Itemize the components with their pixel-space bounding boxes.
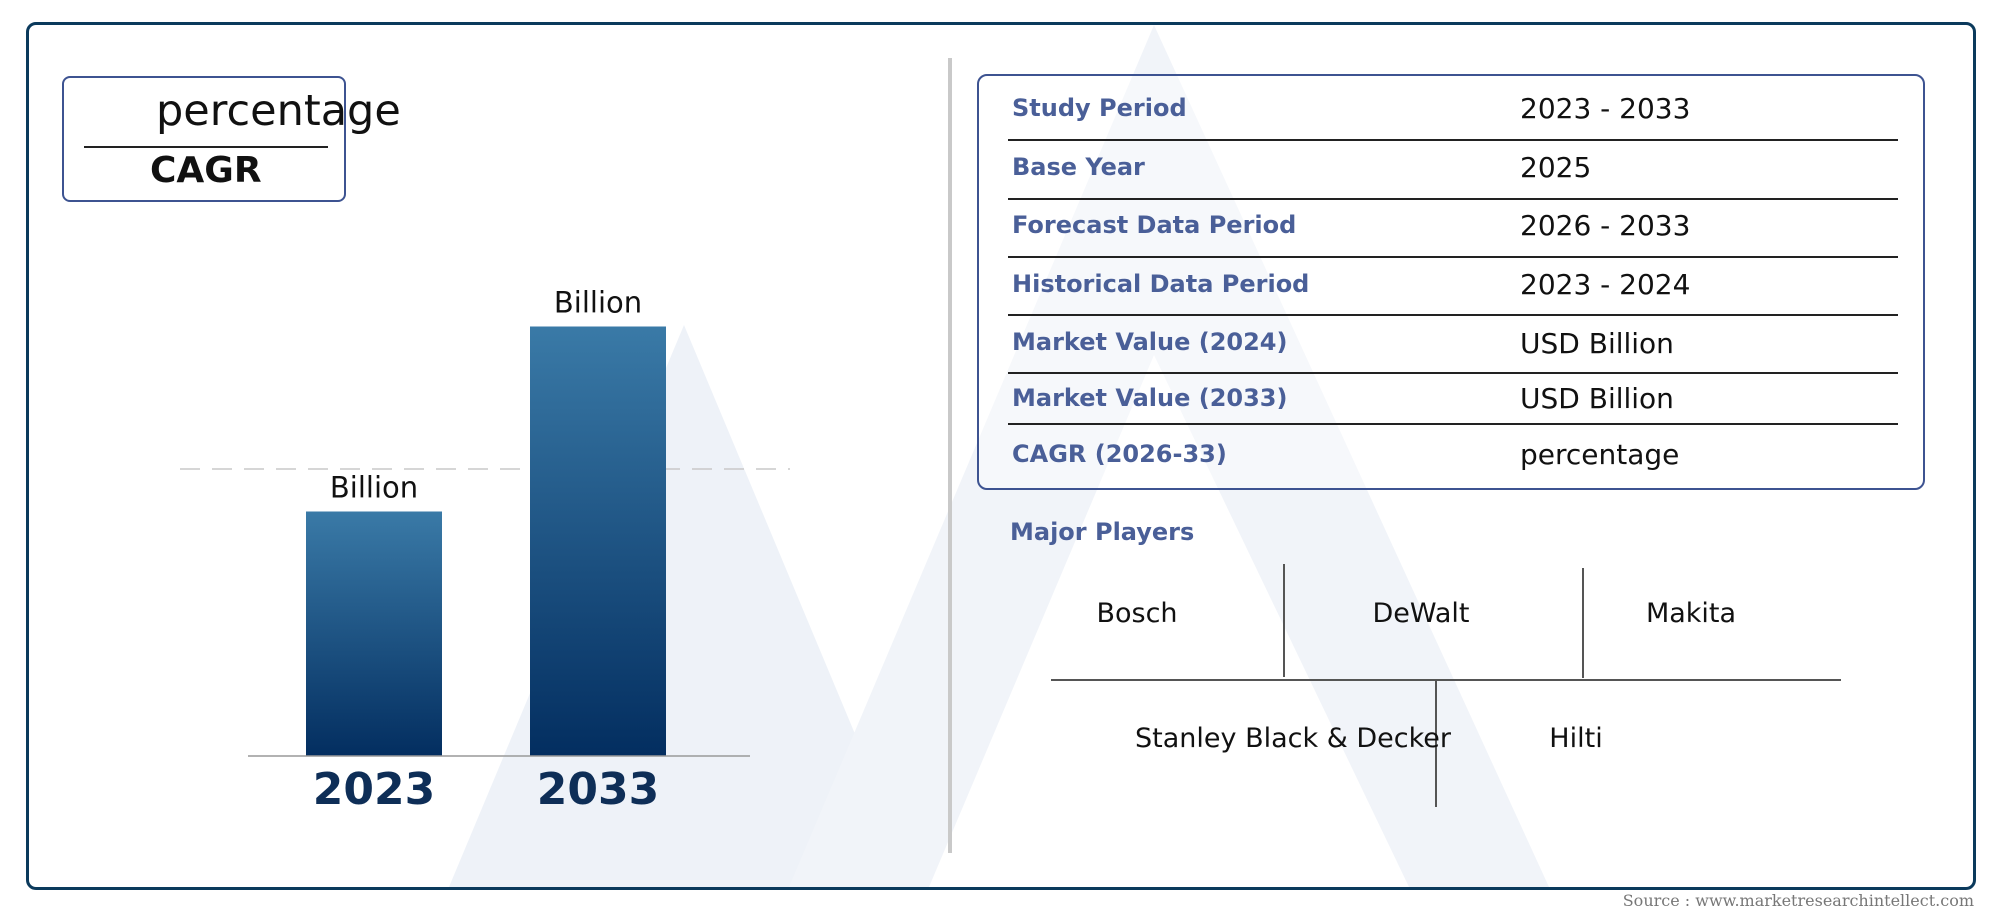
player-dewalt: DeWalt — [1372, 598, 1470, 629]
player-hilti: Hilti — [1549, 723, 1603, 754]
info-label: Market Value (2033) — [1012, 384, 1288, 412]
player-bosch: Bosch — [1096, 598, 1178, 629]
info-value: 2025 — [1520, 151, 1592, 184]
category-label: 2033 — [537, 764, 659, 815]
bar-2033 — [530, 326, 666, 756]
info-row-divider — [1008, 139, 1898, 141]
info-row-divider — [1008, 314, 1898, 316]
info-label: Market Value (2024) — [1012, 328, 1288, 356]
info-label: Historical Data Period — [1012, 270, 1310, 298]
major-players-title: Major Players — [1010, 518, 1195, 546]
players-divider — [1435, 681, 1437, 807]
info-value: USD Billion — [1520, 382, 1674, 415]
category-label: 2023 — [313, 764, 435, 815]
info-value: 2023 - 2024 — [1520, 268, 1691, 301]
source-credit: Source : www.marketresearchintellect.com — [1622, 891, 1974, 910]
cagr-label: CAGR — [150, 150, 262, 191]
bar-value-label: Billion — [330, 471, 418, 505]
info-label: Forecast Data Period — [1012, 211, 1297, 239]
player-makita: Makita — [1645, 598, 1737, 629]
bar-2023 — [306, 511, 442, 756]
info-value: USD Billion — [1520, 327, 1674, 360]
info-label: Study Period — [1012, 94, 1187, 122]
info-value: 2023 - 2033 — [1520, 92, 1691, 125]
info-label: Base Year — [1012, 153, 1145, 181]
info-label: CAGR (2026-33) — [1012, 440, 1227, 468]
info-row-divider — [1008, 256, 1898, 258]
players-divider — [1582, 568, 1584, 678]
info-row-divider — [1008, 423, 1898, 425]
bar-value-label: Billion — [554, 286, 642, 320]
player-stanley-black-decker: Stanley Black & Decker — [1135, 723, 1451, 754]
cagr-value: percentage — [156, 86, 401, 136]
cagr-divider — [84, 146, 328, 148]
cagr-box — [62, 76, 346, 202]
info-value: 2026 - 2033 — [1520, 209, 1691, 242]
players-divider — [1051, 679, 1841, 681]
info-row-divider — [1008, 372, 1898, 374]
players-divider — [1283, 564, 1285, 677]
info-value: percentage — [1520, 438, 1680, 471]
section-divider — [948, 58, 952, 853]
info-row-divider — [1008, 198, 1898, 200]
report-info-box — [977, 74, 1925, 490]
